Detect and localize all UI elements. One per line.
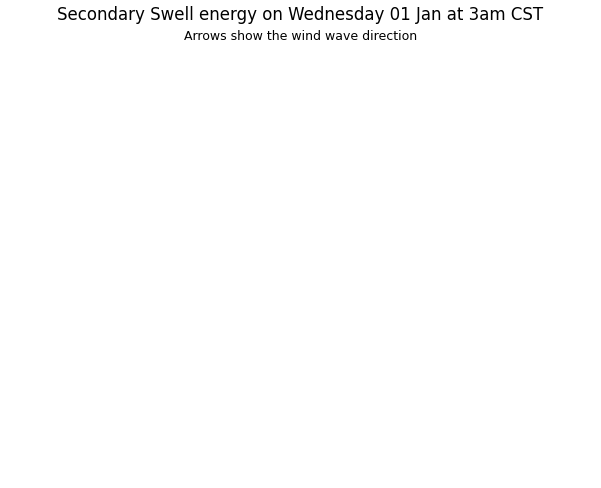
Text: Map requires cartopy: Map requires cartopy (212, 260, 389, 277)
Text: Secondary Swell energy on Wednesday 01 Jan at 3am CST: Secondary Swell energy on Wednesday 01 J… (58, 6, 543, 23)
Text: Arrows show the wind wave direction: Arrows show the wind wave direction (184, 30, 417, 43)
